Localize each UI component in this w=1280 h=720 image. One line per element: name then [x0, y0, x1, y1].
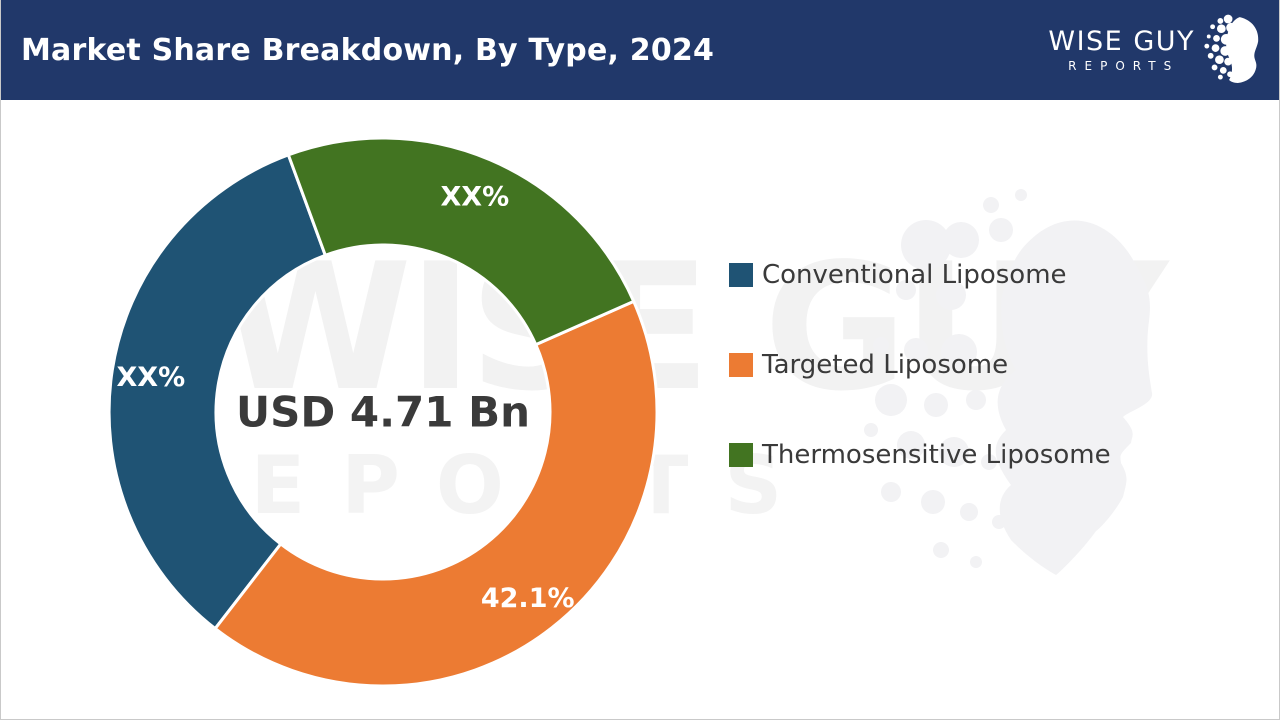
- slice-label-conventional-liposome: XX%: [116, 362, 185, 393]
- legend-label: Conventional Liposome: [762, 260, 1067, 290]
- logo-text: WISE GUY REPORTS: [1048, 28, 1195, 72]
- legend-swatch-blue: [729, 263, 753, 287]
- donut-segment-targeted-liposome: [213, 299, 659, 688]
- legend-item-targeted-liposome: Targeted Liposome: [729, 350, 1111, 380]
- logo-wiseguy-label: WISE GUY: [1048, 26, 1195, 57]
- legend-item-thermosensitive-liposome: Thermosensitive Liposome: [729, 440, 1111, 470]
- legend-swatch-green: [729, 443, 753, 467]
- watermark-head-dots: [864, 189, 1153, 576]
- legend-item-conventional-liposome: Conventional Liposome: [729, 260, 1111, 290]
- donut-segment-conventional-liposome: [107, 153, 327, 631]
- legend-label: Thermosensitive Liposome: [762, 440, 1111, 470]
- chart-legend: Conventional Liposome Targeted Liposome …: [729, 260, 1111, 530]
- legend-label: Targeted Liposome: [762, 350, 1009, 380]
- donut-segment-thermosensitive-liposome: [286, 136, 636, 347]
- header: Market Share Breakdown, By Type, 2024 WI…: [1, 0, 1279, 100]
- legend-swatch-orange: [729, 353, 753, 377]
- page-title: Market Share Breakdown, By Type, 2024: [21, 32, 715, 68]
- watermark-reports-text: REPORTS: [153, 439, 819, 532]
- donut-center-value: USD 4.71 Bn: [236, 387, 530, 437]
- logo-face-icon: [1204, 14, 1259, 83]
- slice-label-thermosensitive-liposome: XX%: [440, 182, 509, 213]
- slice-label-targeted-liposome: 42.1%: [481, 583, 575, 614]
- logo-reports-label: REPORTS: [1068, 59, 1180, 73]
- wise-guy-logo: WISE GUY REPORTS: [1048, 14, 1263, 86]
